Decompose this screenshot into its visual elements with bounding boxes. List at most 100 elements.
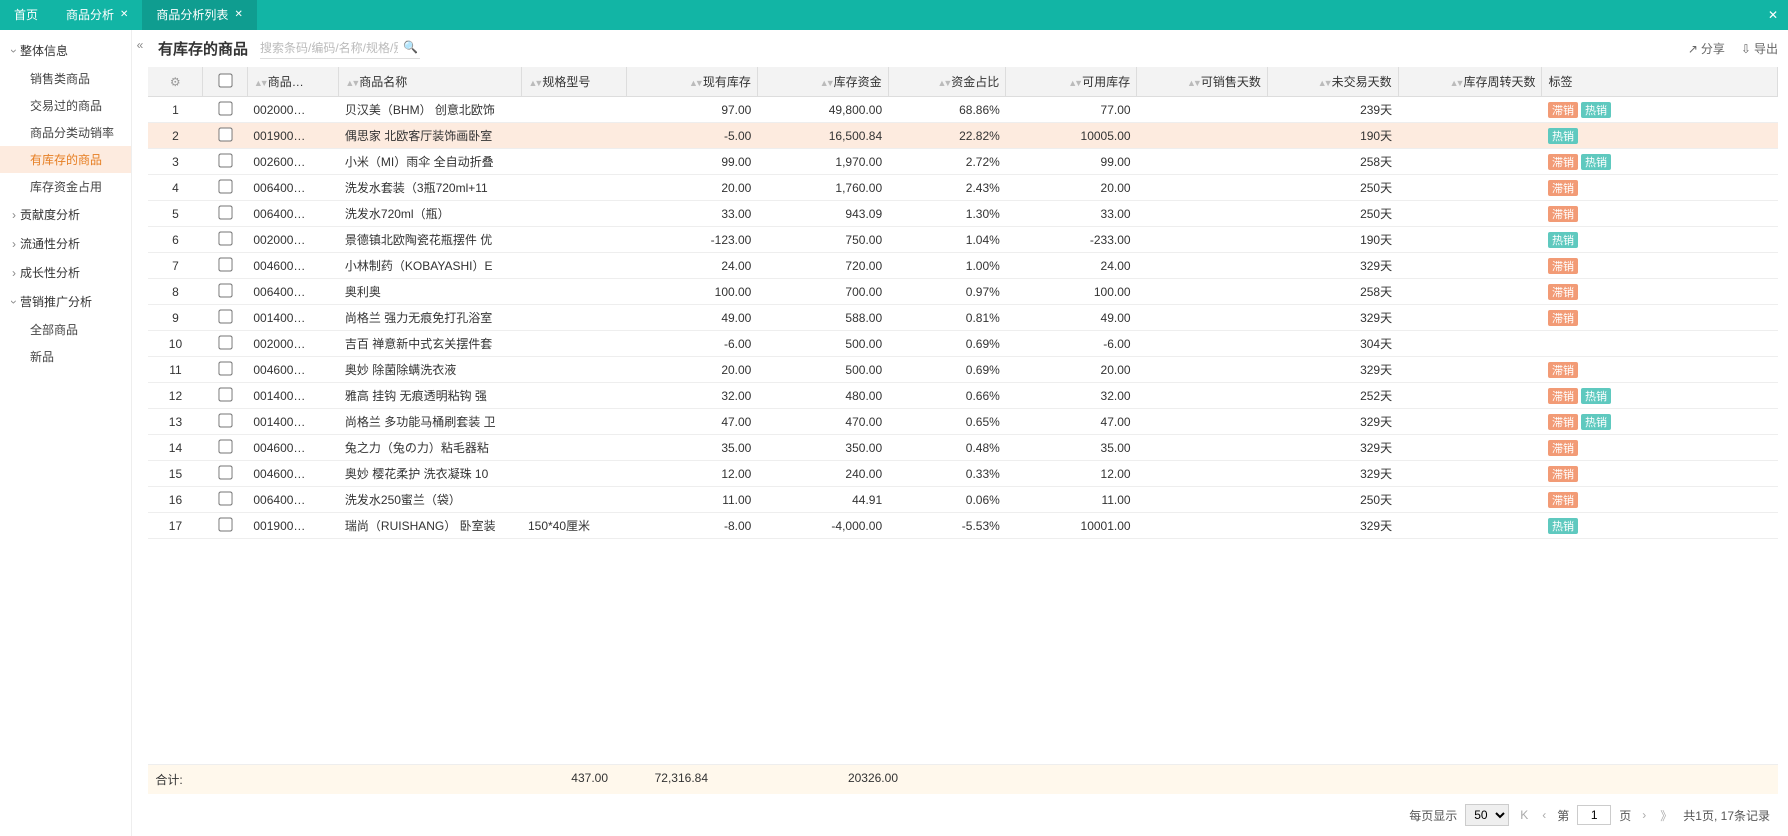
search-icon[interactable]: 🔍 [403,40,418,54]
table-row[interactable]: 13001400…尚格兰 多功能马桶刷套装 卫47.00470.000.65%4… [148,409,1778,435]
gear-icon[interactable]: ⚙ [170,75,181,89]
tab[interactable]: 商品分析 ✕ [52,0,142,30]
table-cell [203,279,247,305]
table-row[interactable]: 4006400…洗发水套装（3瓶720ml+1120.001,760.002.4… [148,175,1778,201]
row-checkbox[interactable] [218,335,232,349]
tab-close-icon[interactable]: ✕ [234,0,242,30]
table-row[interactable]: 7004600…小林制药（KOBAYASHI）E24.00720.001.00%… [148,253,1778,279]
row-checkbox[interactable] [218,413,232,427]
pager-page-input[interactable] [1577,805,1611,825]
sidebar-group-title[interactable]: 营销推广分析 [0,287,131,316]
table-row[interactable]: 15004600…奥妙 樱花柔护 洗衣凝珠 1012.00240.000.33%… [148,461,1778,487]
table-row[interactable]: 5006400…洗发水720ml（瓶）33.00943.091.30%33.00… [148,201,1778,227]
pager-first-icon[interactable]: K [1517,808,1531,822]
table-row[interactable]: 16006400…洗发水250蜜兰（袋）11.0044.910.06%11.00… [148,487,1778,513]
row-checkbox[interactable] [218,283,232,297]
table-header-cell[interactable]: ▲▼未交易天数 [1267,67,1398,97]
per-page-select[interactable]: 50 [1465,804,1509,826]
row-checkbox[interactable] [218,439,232,453]
sort-icon[interactable]: ▲▼ [820,78,832,88]
row-checkbox[interactable] [218,491,232,505]
table-row[interactable]: 17001900…瑞尚（RUISHANG） 卧室装150*40厘米-8.00-4… [148,513,1778,539]
table-row[interactable]: 8006400…奥利奥100.00700.000.97%100.00258天滞销 [148,279,1778,305]
select-all-checkbox[interactable] [218,73,232,87]
sort-icon[interactable]: ▲▼ [689,78,701,88]
sidebar-group-title[interactable]: 整体信息 [0,36,131,65]
table-cell: 49.00 [627,305,758,331]
row-checkbox[interactable] [218,101,232,115]
sidebar-item[interactable]: 新品 [0,343,131,370]
sort-icon[interactable]: ▲▼ [937,78,949,88]
pager-next-icon[interactable]: › [1639,808,1649,822]
table-row[interactable]: 12001400…雅高 挂钩 无痕透明粘钩 强32.00480.000.66%3… [148,383,1778,409]
table-cell: 720.00 [757,253,888,279]
sidebar-collapse-icon[interactable]: « [132,30,148,836]
sort-icon[interactable]: ▲▼ [1450,78,1462,88]
row-checkbox[interactable] [218,361,232,375]
table-cell [1137,513,1268,539]
sort-icon[interactable]: ▲▼ [1068,78,1080,88]
tab[interactable]: 商品分析列表 ✕ [142,0,256,30]
table-header-cell[interactable]: ▲▼现有库存 [627,67,758,97]
row-checkbox[interactable] [218,517,232,531]
sort-icon[interactable]: ▲▼ [1318,78,1330,88]
table-cell: 006400… [247,175,339,201]
row-checkbox[interactable] [218,153,232,167]
table-header-cell[interactable]: ▲▼资金占比 [888,67,1006,97]
sort-icon[interactable]: ▲▼ [254,78,266,88]
table-cell: 奥妙 除菌除螨洗衣液 [339,357,522,383]
table-cell: 99.00 [627,149,758,175]
table-header-cell[interactable]: ▲▼规格型号 [522,67,627,97]
table-row[interactable]: 11004600…奥妙 除菌除螨洗衣液20.00500.000.69%20.00… [148,357,1778,383]
tag-badge: 热销 [1548,232,1578,248]
tab-close-icon[interactable]: ✕ [120,0,128,30]
sidebar-item[interactable]: 交易过的商品 [0,92,131,119]
table-header-cell[interactable]: ▲▼可销售天数 [1137,67,1268,97]
sidebar-item[interactable]: 全部商品 [0,316,131,343]
table-cell: 景德镇北欧陶瓷花瓶摆件 优 [339,227,522,253]
row-checkbox[interactable] [218,387,232,401]
table-row[interactable]: 9001400…尚格兰 强力无痕免打孔浴室49.00588.000.81%49.… [148,305,1778,331]
table-row[interactable]: 10002000…吉百 禅意新中式玄关摆件套-6.00500.000.69%-6… [148,331,1778,357]
table-row[interactable]: 6002000…景德镇北欧陶瓷花瓶摆件 优-123.00750.001.04%-… [148,227,1778,253]
tab[interactable]: 首页 [0,0,52,30]
sort-icon[interactable]: ▲▼ [528,78,540,88]
sidebar-group-title[interactable]: 贡献度分析 [0,200,131,229]
table-header-cell[interactable]: ▲▼商品名称 [339,67,522,97]
sidebar-item[interactable]: 销售类商品 [0,65,131,92]
table-header-cell[interactable]: ▲▼可用库存 [1006,67,1137,97]
pager-prev-icon[interactable]: ‹ [1539,808,1549,822]
sidebar-item[interactable]: 有库存的商品 [0,146,131,173]
row-checkbox[interactable] [218,231,232,245]
row-checkbox[interactable] [218,127,232,141]
pager-last-icon[interactable]: 》 [1657,807,1675,824]
row-checkbox[interactable] [218,179,232,193]
sort-icon[interactable]: ▲▼ [345,78,357,88]
search-input[interactable] [260,38,420,59]
table-header-cell[interactable]: ▲▼商品… [247,67,339,97]
table-cell: 943.09 [757,201,888,227]
totals-cell [904,771,1004,788]
table-row[interactable]: 14004600…兔之力（兔の力）粘毛器粘35.00350.000.48%35.… [148,435,1778,461]
sort-icon[interactable]: ▲▼ [1187,78,1199,88]
table-header-cell[interactable]: ▲▼库存资金 [757,67,888,97]
tab-bar-close-icon[interactable]: ✕ [1758,0,1788,30]
row-checkbox[interactable] [218,205,232,219]
table-row[interactable]: 1002000…贝汉美（BHM） 创意北欧饰97.0049,800.0068.8… [148,97,1778,123]
table-row[interactable]: 2001900…偶思家 北欧客厅装饰画卧室-5.0016,500.8422.82… [148,123,1778,149]
export-button[interactable]: ⇩ 导出 [1741,40,1778,57]
table-row[interactable]: 3002600…小米（MI）雨伞 全自动折叠99.001,970.002.72%… [148,149,1778,175]
sidebar-item[interactable]: 商品分类动销率 [0,119,131,146]
table-header-cell[interactable]: ▲▼库存周转天数 [1398,67,1542,97]
sidebar-group-title[interactable]: 成长性分析 [0,258,131,287]
sidebar-group-title[interactable]: 流通性分析 [0,229,131,258]
table-cell: 17 [148,513,203,539]
row-checkbox[interactable] [218,309,232,323]
sidebar-item[interactable]: 库存资金占用 [0,173,131,200]
row-checkbox[interactable] [218,465,232,479]
table-cell [522,97,627,123]
table-cell: 13 [148,409,203,435]
share-button[interactable]: ↗ 分享 [1688,40,1725,57]
row-checkbox[interactable] [218,257,232,271]
table-cell: 小林制药（KOBAYASHI）E [339,253,522,279]
